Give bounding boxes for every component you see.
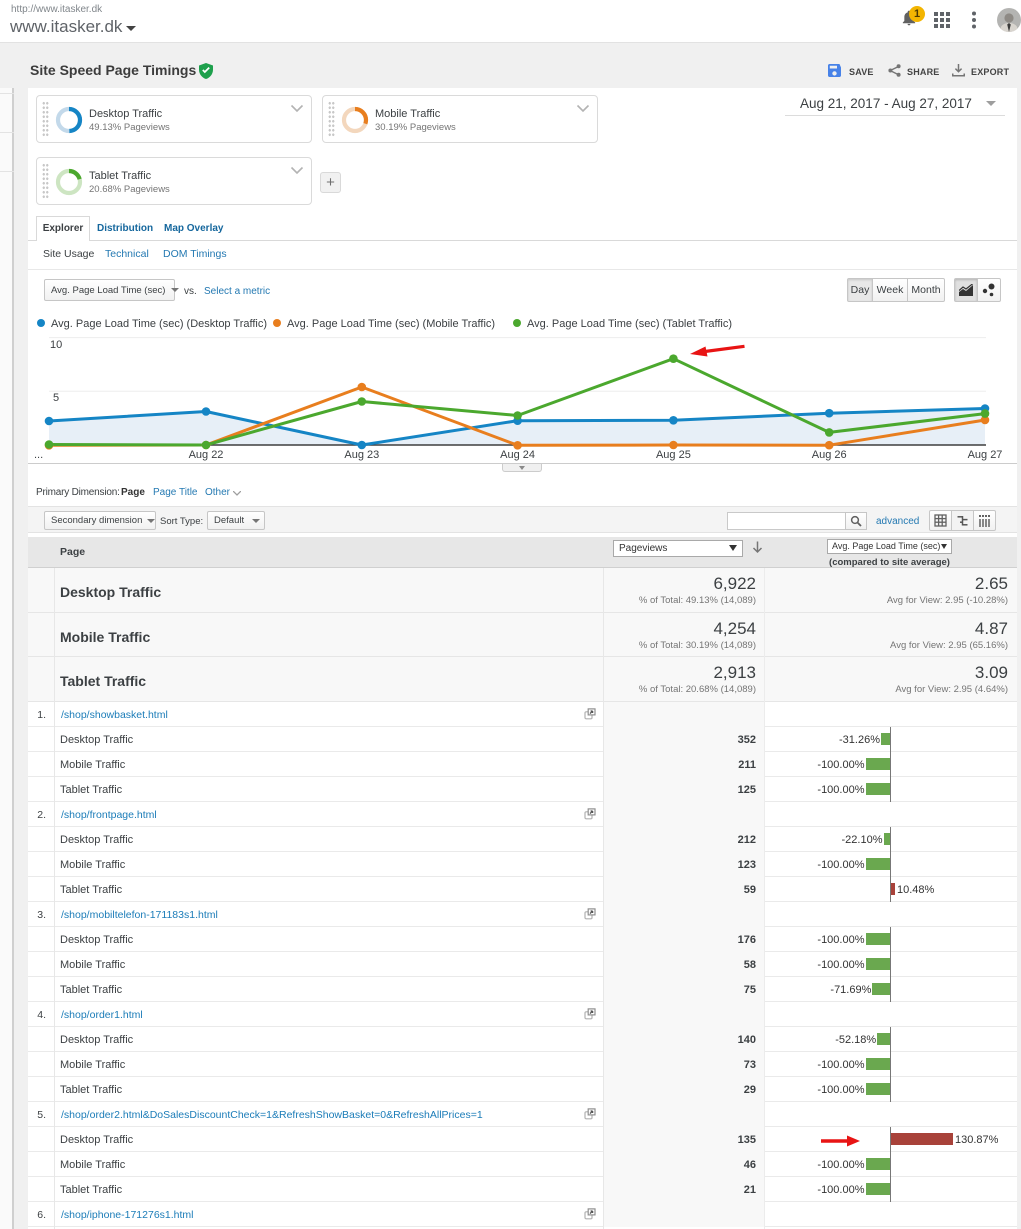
svg-text:Aug 22: Aug 22 [189,449,224,461]
svg-text:Aug 24: Aug 24 [500,449,535,461]
svg-text:10: 10 [50,339,62,351]
svg-text:Aug 27: Aug 27 [968,449,1003,461]
svg-text:Aug 23: Aug 23 [344,449,379,461]
svg-text:...: ... [34,449,43,461]
svg-text:Aug 25: Aug 25 [656,449,691,461]
svg-text:Aug 26: Aug 26 [812,449,847,461]
svg-text:5: 5 [53,392,59,404]
